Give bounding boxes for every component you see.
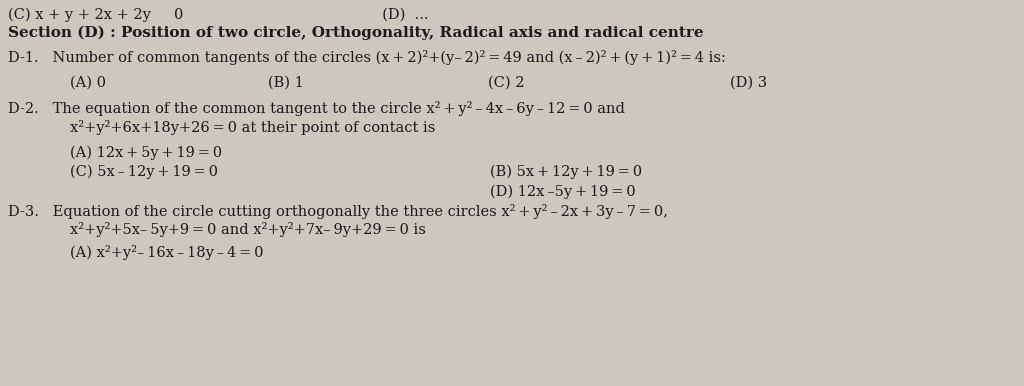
Text: (B) 1: (B) 1 [268,76,304,90]
Text: D-3.   Equation of the circle cutting orthogonally the three circles x² + y² – 2: D-3. Equation of the circle cutting orth… [8,204,668,219]
Text: (B) 5x + 12y + 19 = 0: (B) 5x + 12y + 19 = 0 [490,165,642,179]
Text: (D) 12x –5y + 19 = 0: (D) 12x –5y + 19 = 0 [490,185,636,200]
Text: (C) 5x – 12y + 19 = 0: (C) 5x – 12y + 19 = 0 [70,165,218,179]
Text: x²+y²+5x– 5y+9 = 0 and x²+y²+7x– 9y+29 = 0 is: x²+y²+5x– 5y+9 = 0 and x²+y²+7x– 9y+29 =… [70,222,426,237]
Text: D-2.   The equation of the common tangent to the circle x² + y² – 4x – 6y – 12 =: D-2. The equation of the common tangent … [8,101,625,116]
Text: (C) 2: (C) 2 [488,76,524,90]
Text: Section (D) : Position of two circle, Orthogonality, Radical axis and radical ce: Section (D) : Position of two circle, Or… [8,26,703,41]
Text: (D) 3: (D) 3 [730,76,767,90]
Text: x²+y²+6x+18y+26 = 0 at their point of contact is: x²+y²+6x+18y+26 = 0 at their point of co… [70,120,435,135]
Text: (A) 0: (A) 0 [70,76,106,90]
Text: (C) x + y + 2x + 2y     0                                           (D)  ...: (C) x + y + 2x + 2y 0 (D) ... [8,8,428,22]
Text: D-1.   Number of common tangents of the circles (x + 2)²+(y– 2)² = 49 and (x – 2: D-1. Number of common tangents of the ci… [8,50,726,65]
Text: (A) x²+y²– 16x – 18y – 4 = 0: (A) x²+y²– 16x – 18y – 4 = 0 [70,245,263,260]
Text: (A) 12x + 5y + 19 = 0: (A) 12x + 5y + 19 = 0 [70,146,222,161]
